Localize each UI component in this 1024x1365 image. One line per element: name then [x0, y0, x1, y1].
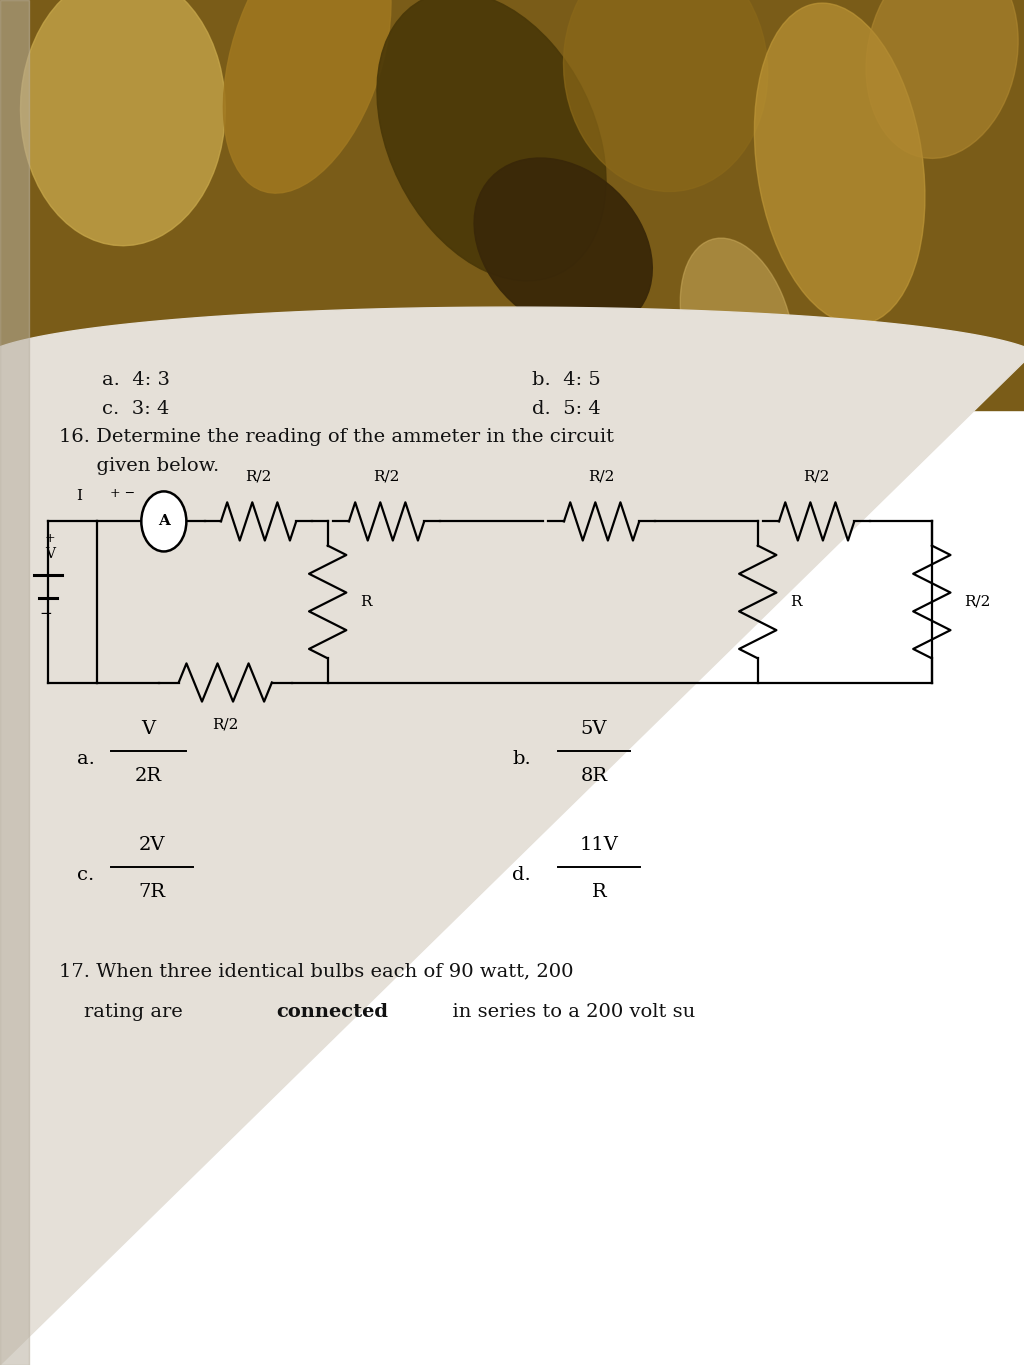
Ellipse shape	[377, 0, 606, 281]
Text: −: −	[40, 607, 52, 621]
Ellipse shape	[20, 0, 225, 246]
Text: 17. When three identical bulbs each of 90 watt, 200: 17. When three identical bulbs each of 9…	[59, 962, 573, 980]
Text: 16. Determine the reading of the ammeter in the circuit: 16. Determine the reading of the ammeter…	[59, 429, 614, 446]
Text: V: V	[141, 721, 156, 738]
Bar	[0, 0, 1024, 410]
Text: a.: a.	[77, 751, 94, 768]
Ellipse shape	[563, 0, 768, 191]
Text: d.: d.	[512, 867, 530, 885]
Ellipse shape	[680, 238, 795, 418]
Text: R: R	[360, 595, 372, 609]
Text: b.: b.	[512, 751, 530, 768]
Text: rating are: rating are	[59, 1003, 196, 1021]
Text: in series to a 200 volt su: in series to a 200 volt su	[440, 1003, 695, 1021]
Text: I: I	[76, 489, 82, 502]
Ellipse shape	[755, 3, 925, 325]
Text: + −: + −	[110, 487, 135, 500]
Text: 8R: 8R	[581, 767, 607, 785]
Text: V: V	[45, 547, 55, 561]
Text: R/2: R/2	[965, 595, 991, 609]
Text: 2V: 2V	[138, 837, 165, 854]
Ellipse shape	[474, 158, 652, 333]
Text: 5V: 5V	[581, 721, 607, 738]
Text: R: R	[592, 883, 606, 901]
Text: given below.: given below.	[59, 457, 219, 475]
Text: A: A	[158, 515, 170, 528]
Text: R/2: R/2	[212, 718, 239, 732]
Text: 11V: 11V	[580, 837, 618, 854]
Text: R/2: R/2	[804, 470, 829, 483]
Text: 7R: 7R	[138, 883, 165, 901]
Text: b.  4: 5: b. 4: 5	[532, 371, 601, 389]
Text: connected: connected	[276, 1003, 388, 1021]
Text: d.  5: 4: d. 5: 4	[532, 400, 601, 418]
Ellipse shape	[866, 0, 1018, 158]
Text: R/2: R/2	[374, 470, 399, 483]
Text: a.  4: 3: a. 4: 3	[102, 371, 170, 389]
Text: c.: c.	[77, 867, 94, 885]
Text: c.  3: 4: c. 3: 4	[102, 400, 170, 418]
Ellipse shape	[223, 0, 391, 192]
Text: R/2: R/2	[589, 470, 614, 483]
Circle shape	[141, 491, 186, 551]
Text: +: +	[45, 532, 55, 545]
Polygon shape	[0, 307, 1024, 1365]
Text: R: R	[791, 595, 802, 609]
Bar	[0, 0, 29, 1365]
Text: R/2: R/2	[246, 470, 271, 483]
Text: 2R: 2R	[135, 767, 162, 785]
